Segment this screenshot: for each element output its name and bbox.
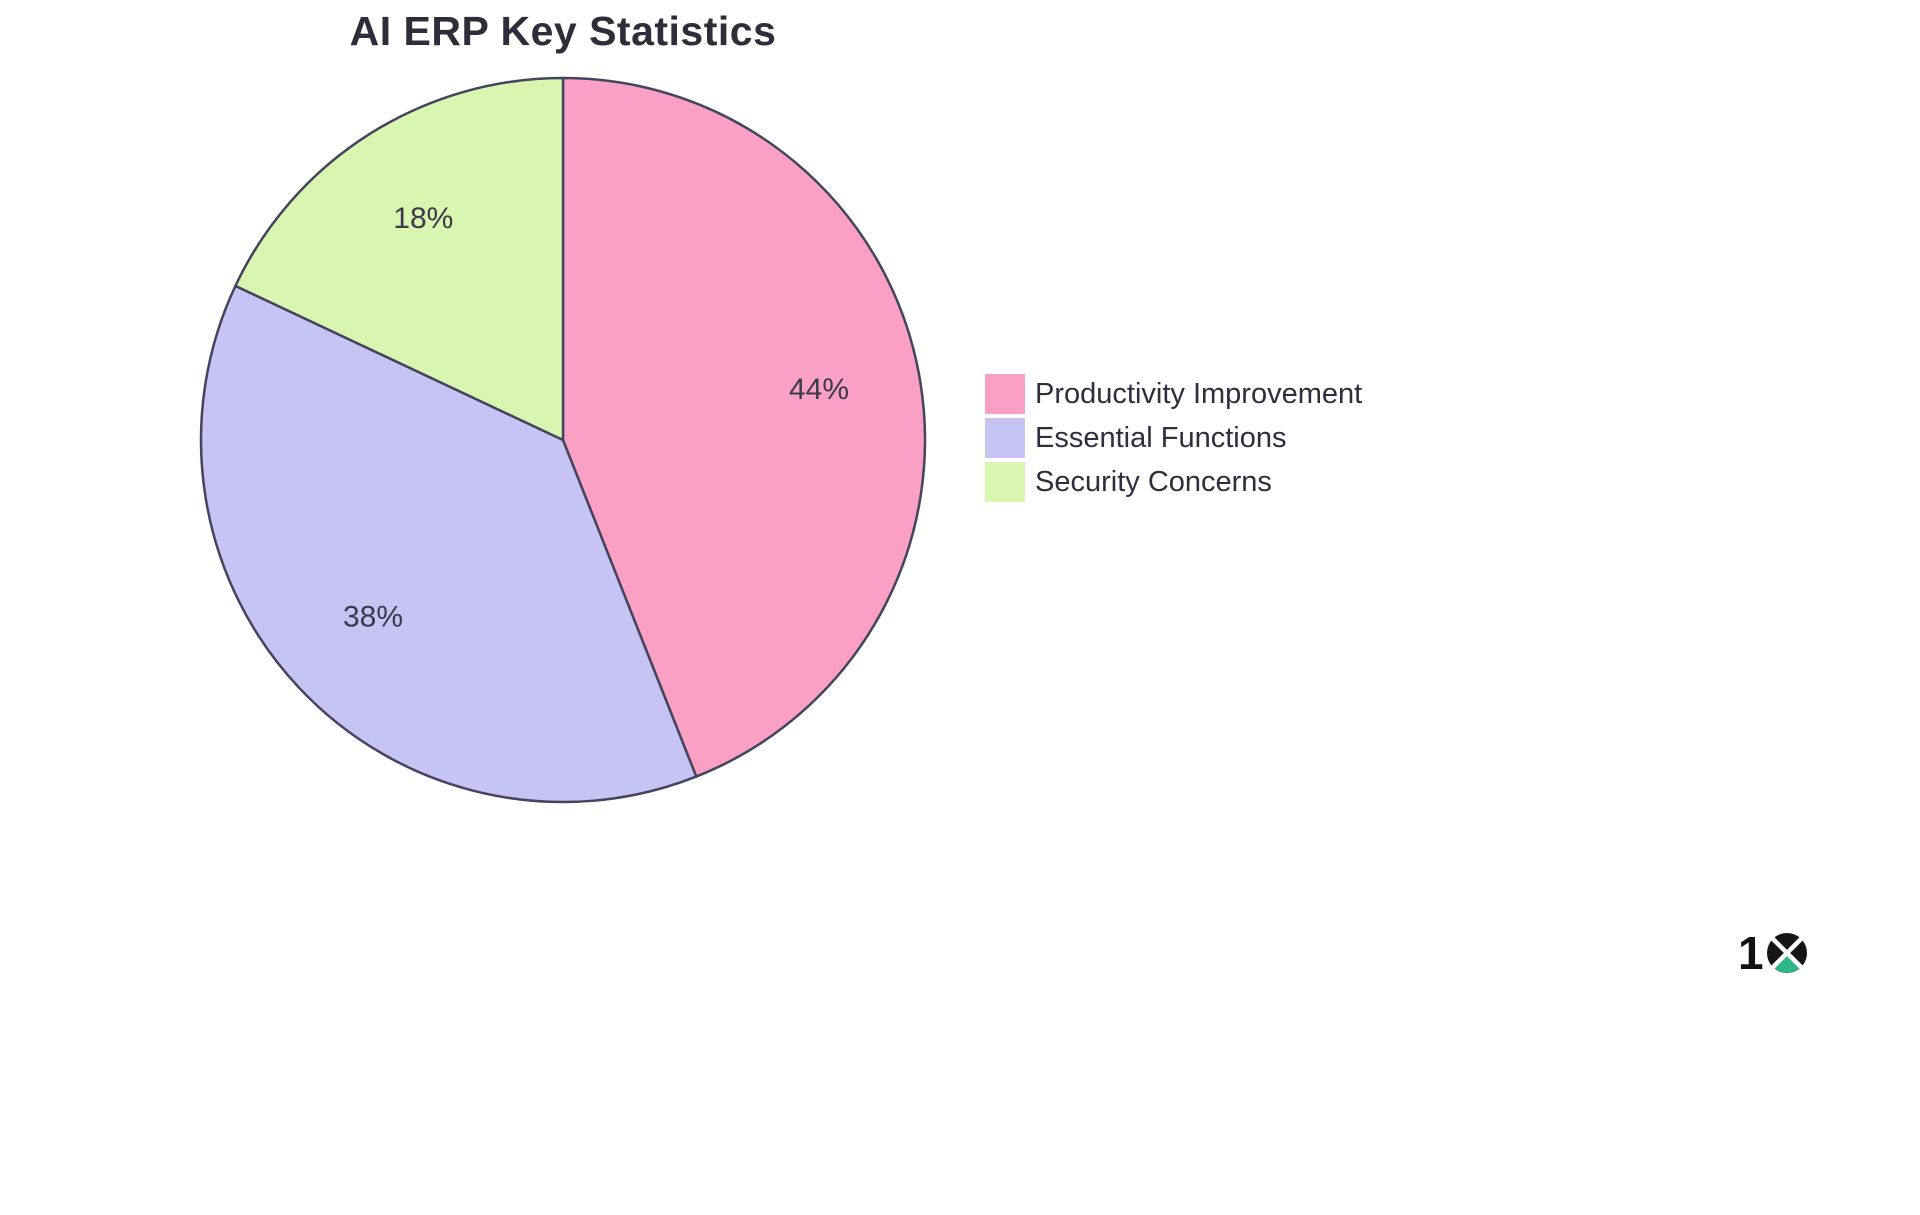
pie-slice-label: 18%: [393, 202, 453, 235]
chart-legend: Productivity Improvement Essential Functi…: [985, 372, 1362, 504]
legend-item: Essential Functions: [985, 416, 1362, 460]
legend-label: Security Concerns: [1035, 465, 1272, 498]
pie-slice-2: [234, 76, 565, 442]
circle-x-mark-icon: [1766, 933, 1807, 973]
pie-slice-label: 38%: [343, 600, 403, 633]
legend-item: Productivity Improvement: [985, 372, 1362, 416]
legend-swatch: [985, 418, 1025, 458]
legend-label: Essential Functions: [1035, 421, 1287, 454]
legend-swatch: [985, 462, 1025, 502]
pie-slice-0: [561, 76, 927, 778]
legend-item: Security Concerns: [985, 460, 1362, 504]
pie-slice-1: [199, 284, 698, 804]
pie-slice-label: 44%: [789, 373, 849, 406]
brand-logo-text: 1: [1738, 927, 1764, 979]
legend-label: Productivity Improvement: [1035, 377, 1363, 410]
brand-watermark: 1: [1738, 930, 1808, 976]
legend-swatch: [985, 374, 1025, 414]
chart-title: AI ERP Key Statistics: [349, 8, 777, 54]
